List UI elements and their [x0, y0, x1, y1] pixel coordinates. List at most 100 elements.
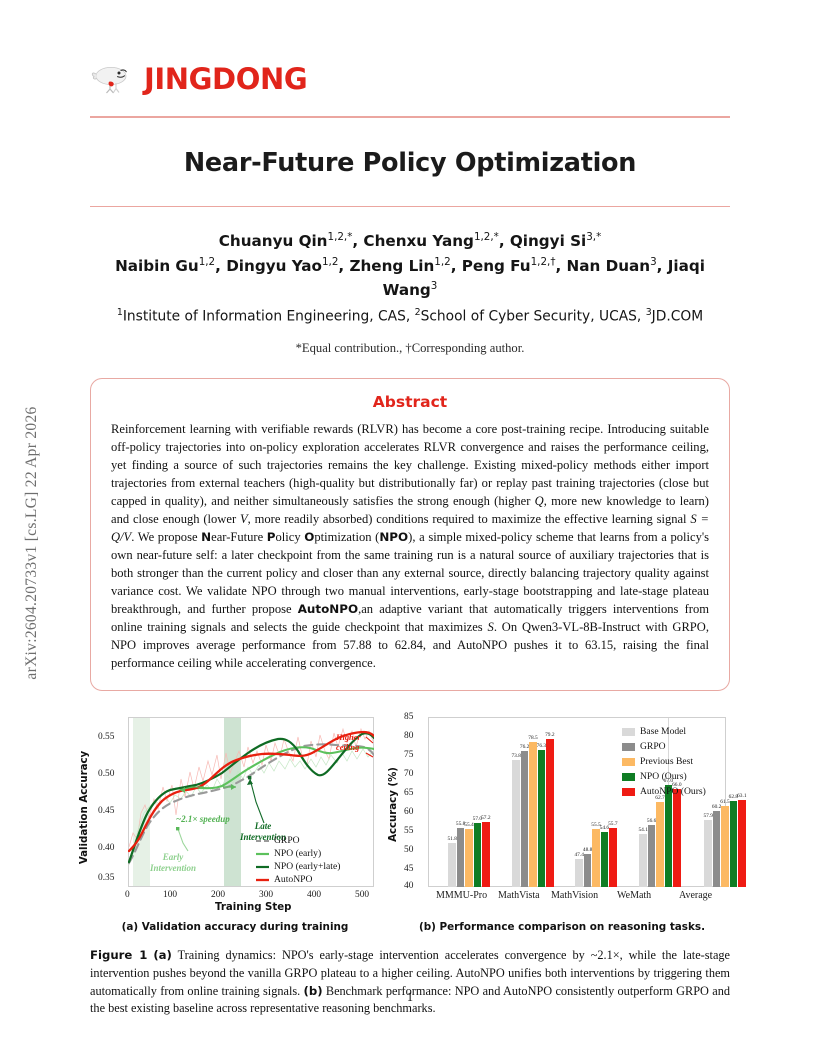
bar-value-label: 47.4	[574, 852, 584, 859]
bar-value-label: 51.8	[447, 835, 457, 842]
series-autonpo	[128, 731, 374, 853]
annotation-arrows-a	[176, 736, 374, 852]
legend-item-autonpo: AutoNPO	[256, 874, 312, 885]
affiliation-line: 1Institute of Information Engineering, C…	[116, 307, 704, 325]
bar-value-label: 66.0	[672, 782, 682, 789]
legend-item-base-model: Base Model	[622, 726, 686, 737]
legend-item-autonpo-ours: AutoNPO (Ours)	[622, 786, 706, 797]
bar-mathvista-base-model	[512, 759, 520, 888]
y-tick-a-0: 0.55	[98, 732, 115, 743]
bar-wemath-grpo	[647, 824, 656, 888]
subfigure-b: 85 80 75 70 65 60 55 50 45 40 Accuracy (…	[388, 709, 747, 934]
bar-value-label: 57.0	[472, 816, 483, 823]
bars-layer: 51.8 55.8 55.4 57.0 57.2 73.8 76.2 78.5 76.3 79.2…	[428, 717, 747, 888]
bar-mathvista-grpo	[520, 750, 529, 888]
abstract-npo-ear: ear-Future	[211, 530, 267, 545]
figure-caption-label: Figure 1	[90, 948, 148, 963]
figure-caption: Figure 1 (a) Training dynamics: NPO's ea…	[90, 947, 730, 1018]
bar-wemath-base-model	[639, 834, 647, 888]
legend-label-npo-early: NPO (early)	[274, 848, 322, 860]
x-tick-a-2: 200	[211, 890, 226, 901]
bar-mathvision-autonpo-ours-	[609, 827, 617, 888]
y-axis-title-b: Accuracy (%)	[387, 767, 399, 843]
x-axis-title-a: Training Step	[215, 902, 292, 914]
bar-average-npo-ours-	[729, 801, 738, 888]
subcaption-b: (b) Performance comparison on reasoning …	[418, 921, 706, 934]
bar-value-label: 73.8	[511, 752, 521, 759]
y-tick-a-2: 0.45	[98, 806, 115, 817]
page-title: Near-Future Policy Optimization	[183, 147, 637, 178]
subcaption-a: (a) Validation accuracy during training	[121, 921, 349, 934]
benchmark-bar-chart: 85 80 75 70 65 60 55 50 45 40 Accuracy (…	[388, 709, 747, 917]
bar-value-label: 55.4	[464, 822, 474, 829]
figure-caption-tag-a: (a)	[153, 948, 172, 963]
brand-header: JINGDONG	[90, 48, 730, 110]
author-block: Chuanyu Qin1,2,*, Chenxu Yang1,2,*, Qing…	[90, 229, 730, 356]
abstract-npo-bold: NPO	[379, 530, 409, 545]
bar-wemath-npo-ours-	[664, 785, 673, 888]
legend-swatch-autonpo-ours	[622, 787, 635, 796]
annotation-late-intervention: Late Intervention	[240, 821, 287, 842]
jd-dog-logo-icon	[90, 62, 138, 96]
x-tick-a-4: 400	[307, 890, 322, 901]
bar-value-label: 76.3	[536, 743, 547, 750]
author-line-1: Chuanyu Qin1,2,*, Chenxu Yang1,2,*, Qing…	[218, 231, 602, 251]
npo-noise-trace	[128, 748, 374, 866]
title-divider	[90, 205, 730, 208]
arxiv-identifier-stamp: arXiv:2604.20733v1 [cs.LG] 22 Apr 2026	[23, 406, 40, 680]
abstract-text-2: , more new knowledge to learn) and close…	[111, 494, 709, 527]
legend-item-npo-early-late: NPO (early+late)	[256, 861, 340, 872]
bar-value-label: 54.6	[599, 825, 610, 832]
abstract-npo-olicy: olicy	[275, 530, 305, 545]
bar-mmmu-pro-autonpo-ours-	[482, 822, 490, 888]
legend-label-autonpo: AutoNPO	[274, 874, 313, 886]
bar-mmmu-pro-npo-ours-	[473, 823, 482, 888]
bar-value-label: 63.1	[737, 793, 747, 800]
bar-value-label: 60.2	[711, 803, 722, 810]
x-cat-b-2: MathVision	[551, 890, 599, 902]
bar-mmmu-pro-previous-best	[465, 829, 473, 888]
y-tick-b-7: 75	[404, 750, 414, 761]
header-divider	[90, 116, 730, 118]
x-cat-b-4: Average	[679, 890, 713, 902]
bar-mmmu-pro-base-model	[448, 842, 456, 888]
bar-mathvista-previous-best	[529, 741, 537, 888]
bar-value-label: 79.2	[545, 732, 555, 739]
legend-label-previous-best: Previous Best	[640, 756, 694, 768]
legend-label-autonpo-ours: AutoNPO (Ours)	[640, 786, 706, 798]
bar-mathvision-base-model	[575, 859, 583, 888]
x-cat-b-0: MMMU-Pro	[436, 890, 488, 902]
bar-value-label: 48.8	[582, 847, 593, 854]
y-tick-b-6: 70	[404, 769, 414, 780]
paper-page: JINGDONG Near-Future Policy Optimization…	[79, 0, 747, 1056]
y-axis-title-a: Validation Accuracy	[79, 751, 91, 865]
subfigure-a: ~2.1× speedup Early Intervention Late Inte…	[79, 709, 380, 934]
author-notes: *Equal contribution., †Corresponding aut…	[295, 341, 525, 356]
y-tick-b-9: 85	[404, 712, 414, 723]
abstract-body: Reinforcement learning with verifiable r…	[111, 420, 709, 672]
bar-average-previous-best	[721, 806, 729, 888]
bar-value-label: 61.5	[720, 799, 730, 806]
bar-value-label: 67.0	[663, 778, 674, 785]
legend-swatch-grpo	[622, 742, 635, 751]
legend-label-npo-ours: NPO (Ours)	[640, 771, 687, 783]
bar-mathvista-npo-ours-	[537, 750, 546, 888]
abstract-text-4: . We propose	[131, 530, 202, 545]
x-cat-b-3: WeMath	[617, 890, 652, 902]
bar-value-label: 55.5	[591, 821, 601, 828]
abstract-box: Abstract Reinforcement learning with ver…	[90, 378, 730, 692]
y-tick-b-0: 40	[404, 881, 414, 892]
bar-value-label: 54.1	[638, 827, 648, 834]
legend-item-npo-ours: NPO (Ours)	[622, 771, 687, 782]
early-intervention-band	[133, 718, 150, 887]
bar-value-label: 57.9	[703, 812, 713, 819]
x-tick-a-1: 100	[163, 890, 178, 901]
bar-value-label: 56.6	[646, 817, 657, 824]
y-tick-a-3: 0.40	[98, 843, 115, 854]
bar-wemath-previous-best	[656, 801, 664, 888]
bar-value-label: 57.2	[481, 815, 491, 822]
page-number: 1	[406, 990, 414, 1004]
y-tick-a-1: 0.50	[98, 769, 115, 780]
abstract-math-s-eq: S = Q/V	[111, 512, 709, 545]
y-tick-b-2: 50	[404, 845, 414, 856]
